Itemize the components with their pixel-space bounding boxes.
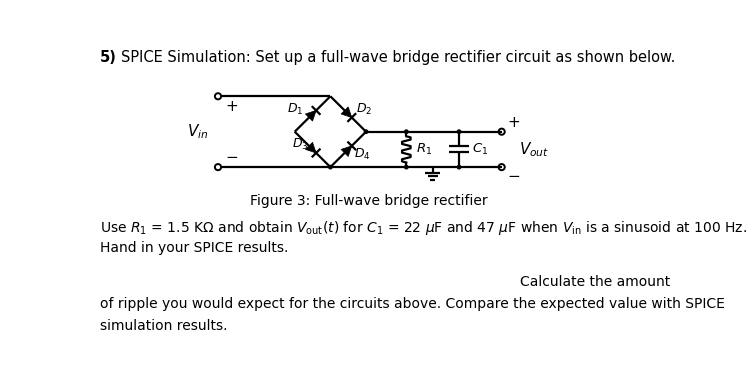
Text: 5): 5) xyxy=(100,50,117,65)
Text: −: − xyxy=(226,150,238,165)
Text: Calculate the amount: Calculate the amount xyxy=(520,275,671,289)
Circle shape xyxy=(329,165,332,169)
Text: Figure 3: Full-wave bridge rectifier: Figure 3: Full-wave bridge rectifier xyxy=(250,194,487,208)
Text: $D_4$: $D_4$ xyxy=(354,146,371,161)
Text: $V_{out}$: $V_{out}$ xyxy=(519,140,549,159)
Text: $D_1$: $D_1$ xyxy=(287,102,303,117)
Text: −: − xyxy=(508,169,520,184)
Text: +: + xyxy=(508,115,520,130)
Text: of ripple you would expect for the circuits above. Compare the expected value wi: of ripple you would expect for the circu… xyxy=(100,297,725,311)
Polygon shape xyxy=(305,111,316,121)
Polygon shape xyxy=(305,142,316,153)
Polygon shape xyxy=(341,146,352,157)
Text: SPICE Simulation: Set up a full-wave bridge rectifier circuit as shown below.: SPICE Simulation: Set up a full-wave bri… xyxy=(121,50,675,65)
Polygon shape xyxy=(341,107,352,117)
Text: Use $R_1$ = 1.5 K$\Omega$ and obtain $V_\mathrm{out}(t)$ for $C_1$ = 22 $\mu$F a: Use $R_1$ = 1.5 K$\Omega$ and obtain $V_… xyxy=(100,220,747,238)
Text: $C_1$: $C_1$ xyxy=(472,142,489,157)
Text: simulation results.: simulation results. xyxy=(100,319,228,333)
Circle shape xyxy=(457,130,461,133)
Text: +: + xyxy=(226,99,238,114)
Text: $V_{in}$: $V_{in}$ xyxy=(187,122,209,141)
Text: Hand in your SPICE results.: Hand in your SPICE results. xyxy=(100,242,289,255)
Circle shape xyxy=(364,130,368,133)
Circle shape xyxy=(405,165,408,169)
Text: $D_3$: $D_3$ xyxy=(293,137,308,152)
Circle shape xyxy=(405,130,408,133)
Text: $D_2$: $D_2$ xyxy=(356,102,372,117)
Circle shape xyxy=(457,165,461,169)
Text: $R_1$: $R_1$ xyxy=(417,142,432,157)
